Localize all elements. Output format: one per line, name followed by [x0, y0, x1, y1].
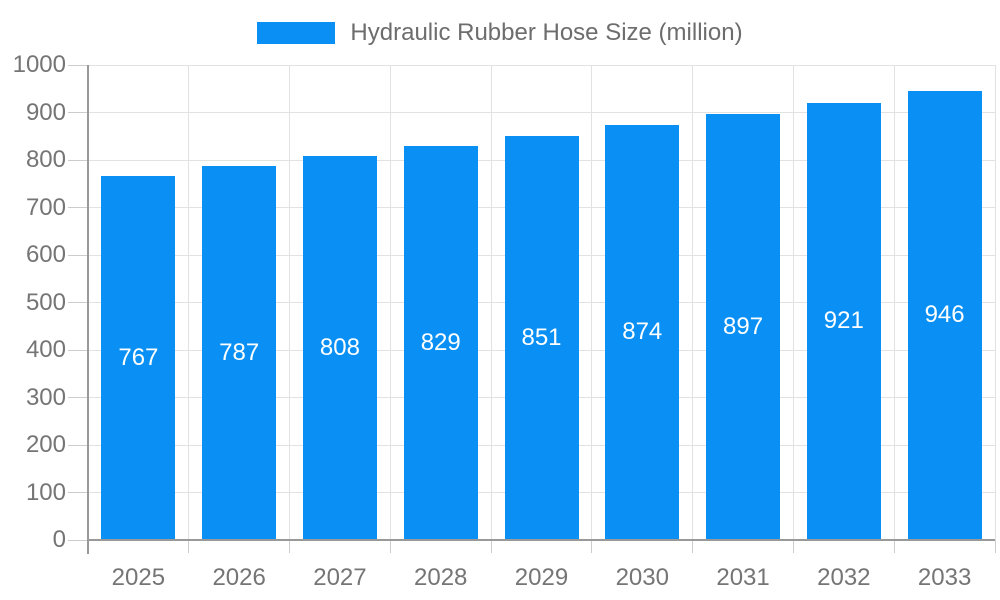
bar[interactable]: 897 — [706, 113, 781, 540]
bar-value-label: 921 — [823, 307, 864, 335]
gridline-vertical — [389, 65, 391, 540]
x-axis-tick — [692, 540, 694, 553]
x-tick-label: 2030 — [615, 564, 669, 591]
x-axis-tick — [188, 540, 190, 553]
x-tick-label: 2031 — [716, 564, 770, 591]
x-axis-tick — [994, 540, 996, 553]
y-axis-tick — [68, 64, 88, 66]
y-axis-tick — [68, 539, 88, 541]
y-tick-label: 200 — [25, 431, 66, 458]
bar[interactable]: 767 — [101, 175, 176, 540]
bar-value-label: 874 — [622, 318, 663, 346]
y-tick-label: 700 — [25, 193, 66, 221]
legend-swatch — [257, 22, 336, 44]
y-tick-label: 0 — [52, 526, 66, 553]
gridline-horizontal — [88, 64, 995, 66]
x-tick-label: 2025 — [111, 564, 166, 591]
bar-value-label: 851 — [521, 323, 562, 351]
x-axis-tick — [893, 540, 895, 553]
y-tick-label: 400 — [25, 336, 66, 363]
y-tick-label: 800 — [25, 146, 66, 173]
bar-value-label: 829 — [420, 329, 461, 357]
x-axis-tick — [792, 540, 794, 553]
y-axis-tick — [68, 159, 88, 161]
plot-area: 0 100 200 300 400 500 600 700 800 900 1000 767 2025 7… — [13, 53, 996, 590]
x-tick-label: 2033 — [917, 564, 972, 591]
y-axis-tick — [68, 254, 88, 256]
x-axis-tick — [490, 540, 492, 553]
x-tick-label: 2032 — [817, 564, 871, 591]
x-axis-tick — [591, 540, 593, 553]
x-tick-label: 2028 — [414, 564, 468, 591]
gridline-vertical — [893, 65, 895, 540]
gridline-horizontal — [88, 112, 995, 113]
y-axis-tick — [68, 444, 88, 446]
y-tick-label: 500 — [25, 288, 66, 316]
x-tick-label: 2026 — [212, 564, 266, 591]
y-tick-label: 900 — [25, 98, 66, 126]
bar[interactable]: 874 — [605, 124, 680, 540]
y-axis-tick — [68, 349, 88, 351]
x-tick-label: 2029 — [514, 564, 569, 591]
gridline-vertical — [490, 65, 492, 540]
bar[interactable]: 921 — [806, 102, 881, 540]
gridline-vertical — [692, 65, 694, 540]
bar[interactable]: 808 — [302, 156, 377, 540]
y-axis-tick — [68, 302, 88, 303]
y-tick-label: 1000 — [12, 51, 66, 78]
x-axis-tick — [389, 540, 391, 553]
y-axis-tick — [68, 207, 88, 208]
bar-value-label: 808 — [319, 334, 360, 362]
y-axis-line — [87, 65, 89, 554]
bar[interactable]: 851 — [504, 135, 579, 540]
y-axis-tick — [68, 112, 88, 113]
y-axis-tick — [68, 397, 88, 398]
bar-value-label: 946 — [924, 301, 965, 329]
y-axis-tick — [68, 492, 88, 493]
y-tick-label: 600 — [25, 241, 66, 268]
bar-value-label: 767 — [118, 343, 159, 371]
legend-item[interactable]: Hydraulic Rubber Hose Size (million) — [0, 20, 1000, 46]
gridline-vertical — [591, 65, 593, 540]
legend-label: Hydraulic Rubber Hose Size (million) — [350, 19, 743, 46]
x-axis-tick — [289, 540, 291, 553]
gridline-vertical — [289, 65, 291, 540]
gridline-vertical — [188, 65, 190, 540]
x-axis-line — [88, 539, 995, 541]
bar[interactable]: 946 — [907, 90, 982, 540]
bar[interactable]: 787 — [202, 166, 277, 540]
y-tick-label: 300 — [25, 383, 66, 411]
x-tick-label: 2027 — [313, 564, 367, 591]
gridline-vertical — [994, 65, 996, 540]
bar[interactable]: 829 — [403, 146, 478, 540]
gridline-vertical — [792, 65, 794, 540]
bar-value-label: 787 — [219, 339, 260, 367]
bar-value-label: 897 — [723, 312, 764, 340]
y-tick-label: 100 — [25, 478, 66, 506]
